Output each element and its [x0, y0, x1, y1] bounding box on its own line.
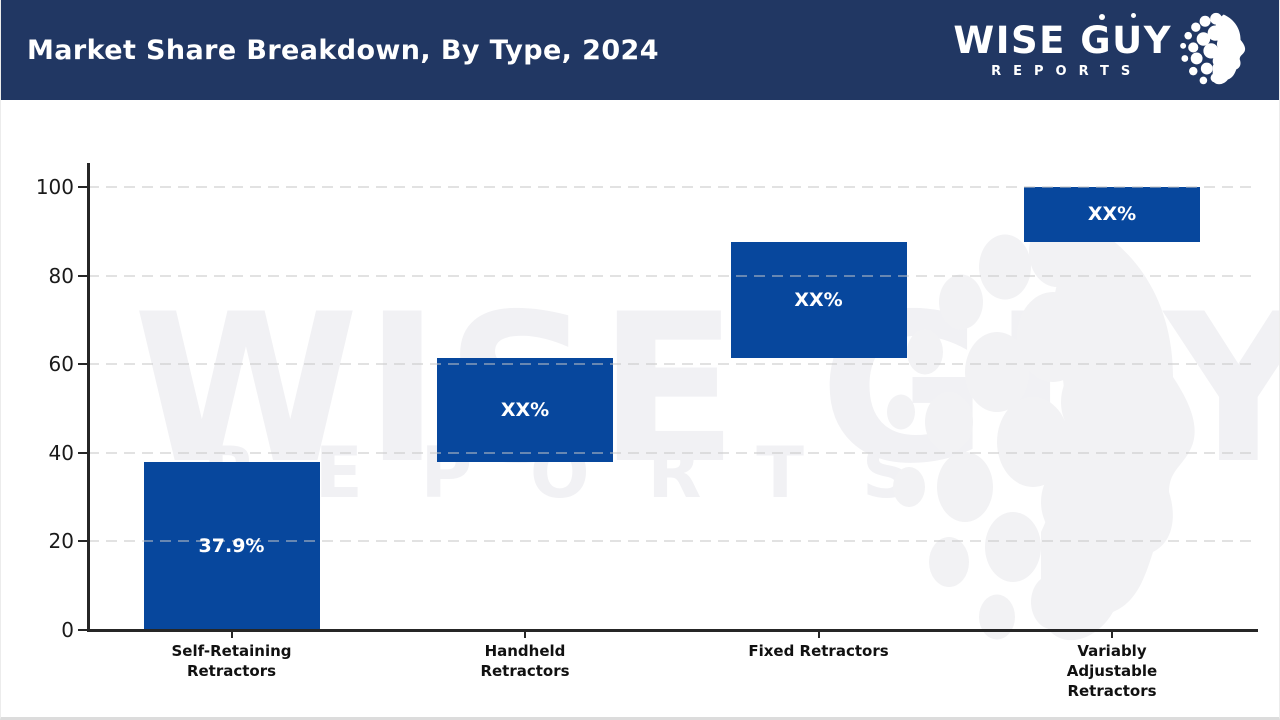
- x-tick-mark-3: [1111, 631, 1113, 638]
- y-tick-label-0: 0: [61, 618, 74, 642]
- bar-self-retaining-retractors: [143, 462, 320, 630]
- y-tick-label-80: 80: [48, 263, 74, 288]
- logo-dot-icon: [1099, 13, 1106, 20]
- bar-variably-adjustable-retractors: [1024, 187, 1200, 242]
- y-tick-label-40: 40: [48, 440, 74, 465]
- bar-fixed-retractors: [730, 241, 907, 358]
- y-tick-label-100: 100: [35, 175, 74, 199]
- brand-logo-name: WISE GUY: [953, 18, 1172, 62]
- x-tick-mark-2: [817, 631, 820, 638]
- bar-value-label: 37.9%: [198, 535, 265, 558]
- bar-value-label: XX%: [500, 399, 550, 422]
- chart-title: Market Share Breakdown, By Type, 2024: [27, 34, 659, 66]
- bar-value-label: XX%: [794, 288, 843, 311]
- gridline-20: [88, 540, 1258, 543]
- gridline-80: [88, 274, 1258, 277]
- watermark-head-icon: [887, 217, 1195, 641]
- y-tick-label-60: 60: [48, 352, 74, 377]
- header-bar: Market Share Breakdown, By Type, 2024 WI…: [1, 0, 1279, 100]
- y-tick-mark-20: [78, 540, 87, 543]
- x-tick-label-handheld-retractors: Handheld Retractors: [480, 642, 570, 680]
- y-axis: [87, 163, 90, 632]
- y-tick-label-20: 20: [48, 529, 74, 554]
- bar-value-label: XX%: [1087, 203, 1137, 226]
- wise-guy-head-icon: [1180, 12, 1246, 85]
- x-axis: [87, 629, 1258, 632]
- gridline-40: [88, 451, 1258, 454]
- bar-handheld-retractors: [437, 357, 613, 463]
- gridline-60: [88, 363, 1258, 366]
- y-tick-mark-60: [78, 363, 87, 366]
- x-tick-label-fixed-retractors: Fixed Retractors: [748, 642, 889, 660]
- x-tick-mark-0: [230, 631, 233, 638]
- gridline-100: [88, 186, 1258, 188]
- brand-logo-subtitle: REPORTS: [991, 63, 1143, 79]
- x-tick-mark-1: [524, 631, 526, 638]
- y-tick-mark-100: [78, 186, 87, 188]
- brand-logo-text: WISE GUY REPORTS: [953, 12, 1172, 79]
- y-tick-mark-40: [78, 451, 87, 454]
- y-tick-mark-80: [78, 274, 87, 277]
- x-tick-label-variably-adjustable-retractors: Variably Adjustable Retractors: [1066, 642, 1158, 700]
- x-tick-label-self-retaining-retractors: Self-Retaining Retractors: [171, 642, 292, 680]
- brand-logo: WISE GUY REPORTS: [953, 6, 1249, 94]
- y-tick-mark-0: [78, 629, 87, 631]
- logo-dot-icon: [1131, 12, 1137, 18]
